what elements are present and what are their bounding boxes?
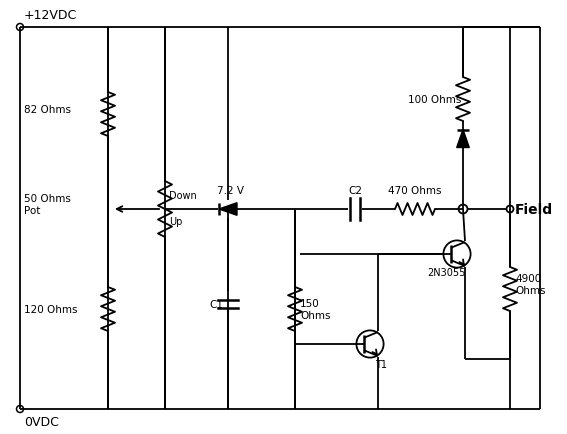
Text: 4900
Ohms: 4900 Ohms (515, 273, 545, 295)
Text: +12VDC: +12VDC (24, 9, 77, 22)
Text: 150
Ohms: 150 Ohms (300, 299, 331, 320)
Text: 100 Ohms: 100 Ohms (408, 95, 462, 105)
Text: Field: Field (515, 203, 553, 217)
Text: 470 Ohms: 470 Ohms (388, 186, 442, 196)
Text: Down: Down (169, 191, 197, 201)
Text: 0VDC: 0VDC (24, 415, 59, 428)
Text: 7.2 V: 7.2 V (217, 186, 243, 196)
Text: 2N3055: 2N3055 (427, 267, 466, 277)
Text: Up: Up (169, 217, 183, 227)
Text: C1: C1 (209, 299, 223, 309)
Polygon shape (219, 203, 237, 216)
Text: 120 Ohms: 120 Ohms (24, 304, 78, 314)
Text: T1: T1 (375, 359, 387, 369)
Text: 50 Ohms
Pot: 50 Ohms Pot (24, 194, 71, 215)
Polygon shape (456, 130, 469, 148)
Text: C2: C2 (348, 186, 362, 196)
Text: 82 Ohms: 82 Ohms (24, 105, 71, 115)
